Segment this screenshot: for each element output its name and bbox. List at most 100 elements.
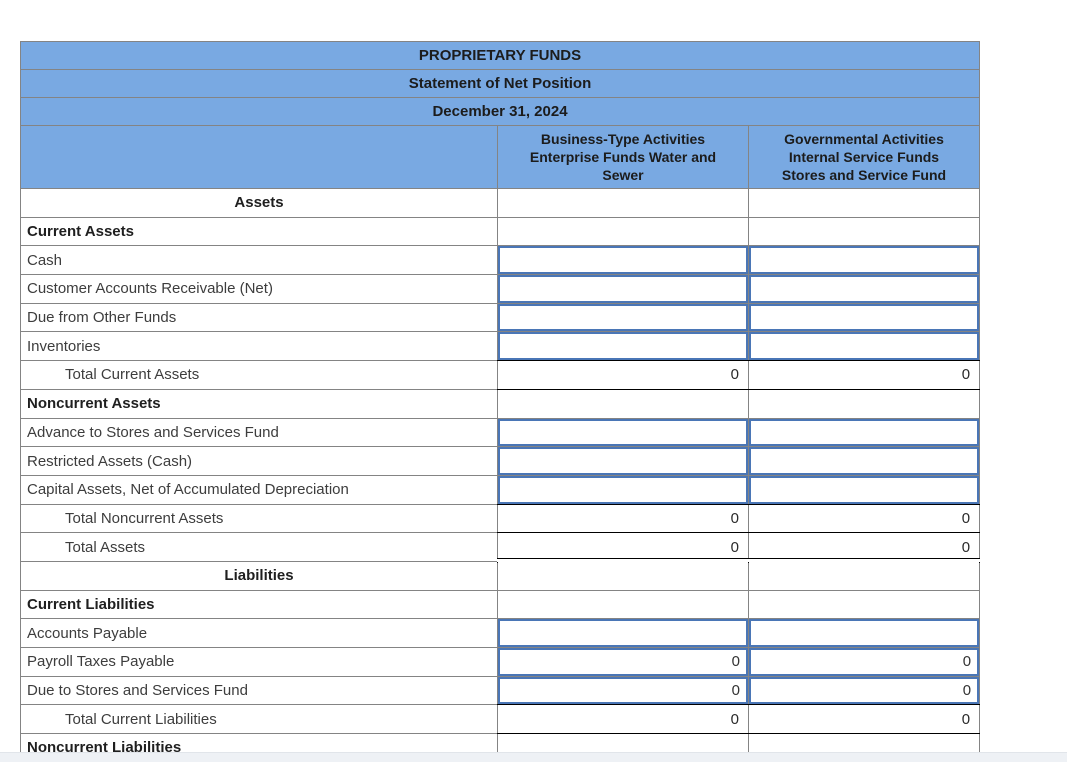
value-cell <box>497 560 749 591</box>
amount-input[interactable] <box>749 303 980 332</box>
value-cell: 0 <box>747 360 981 390</box>
value-cell: 0 <box>747 704 981 735</box>
table-row: Customer Accounts Receivable (Net) <box>20 274 981 304</box>
table-row: Total Current Assets 0 0 <box>20 360 981 390</box>
column-header-accounts <box>20 125 498 189</box>
table-row: Accounts Payable <box>20 618 981 648</box>
value-cell <box>747 274 981 304</box>
value-cell <box>497 618 749 648</box>
amount-input[interactable] <box>498 246 748 275</box>
value-cell <box>747 331 981 362</box>
value-cell: 0 <box>497 532 750 564</box>
row-label: Capital Assets, Net of Accumulated Depre… <box>20 474 498 505</box>
value-cell <box>497 331 749 362</box>
row-label: Due to Stores and Services Fund <box>20 675 498 706</box>
amount-input[interactable] <box>749 246 980 275</box>
amount-input[interactable] <box>749 447 980 475</box>
row-label: Current Assets <box>20 216 498 247</box>
row-label: Total Assets <box>20 532 498 562</box>
value-cell: 0 <box>497 360 750 390</box>
amount-input[interactable] <box>498 447 748 475</box>
row-label: Current Liabilities <box>20 589 498 620</box>
row-label: Customer Accounts Receivable (Net) <box>20 274 498 304</box>
table-row: Noncurrent Assets <box>20 388 981 419</box>
row-label: Due from Other Funds <box>20 302 498 333</box>
table-date: December 31, 2024 <box>19 97 981 126</box>
amount-input[interactable] <box>498 303 748 332</box>
table-row: Advance to Stores and Services Fund <box>20 417 981 448</box>
table-row: Restricted Assets (Cash) <box>20 446 981 476</box>
value-cell <box>747 618 981 648</box>
value-cell <box>497 274 749 304</box>
row-label: Assets <box>20 188 498 218</box>
value-cell: 0 <box>497 647 749 677</box>
table-row: Total Noncurrent Assets 0 0 <box>20 503 981 534</box>
amount-input[interactable] <box>749 418 980 447</box>
table-subtitle: Statement of Net Position <box>19 69 981 98</box>
row-label: Total Current Assets <box>20 360 498 390</box>
table-row: Payroll Taxes Payable 0 0 <box>20 647 981 677</box>
value-cell <box>497 589 749 620</box>
amount-input[interactable]: 0 <box>498 676 748 705</box>
table-title: PROPRIETARY FUNDS <box>19 41 981 70</box>
value-cell: 0 <box>497 503 750 534</box>
amount-input[interactable] <box>498 475 748 504</box>
statement-of-net-position-table: PROPRIETARY FUNDS Statement of Net Posit… <box>19 41 981 762</box>
value-cell <box>497 388 749 419</box>
value-cell <box>747 388 981 419</box>
table-row: Total Assets 0 0 <box>20 532 981 564</box>
row-label: Total Noncurrent Assets <box>20 503 498 534</box>
title-row: PROPRIETARY FUNDS <box>19 41 981 70</box>
value-cell: 0 <box>747 532 981 564</box>
row-label: Total Current Liabilities <box>20 704 498 735</box>
value-cell <box>747 446 981 476</box>
amount-input[interactable] <box>749 275 980 303</box>
amount-input[interactable]: 0 <box>749 676 980 705</box>
value-cell <box>497 216 749 247</box>
table-row: Assets <box>20 188 981 218</box>
value-cell: 0 <box>747 647 981 677</box>
value-cell: 0 <box>747 675 981 706</box>
row-label: Cash <box>20 245 498 276</box>
row-label: Accounts Payable <box>20 618 498 648</box>
subtitle-row: Statement of Net Position <box>19 69 981 98</box>
table-row: Liabilities <box>20 560 981 591</box>
table-row: Current Liabilities <box>20 589 981 620</box>
value-cell <box>497 188 749 218</box>
row-label: Advance to Stores and Services Fund <box>20 417 498 448</box>
row-label: Noncurrent Assets <box>20 388 498 419</box>
date-row: December 31, 2024 <box>19 97 981 126</box>
row-label: Payroll Taxes Payable <box>20 647 498 677</box>
table-row: Due to Stores and Services Fund 0 0 <box>20 675 981 706</box>
value-cell <box>747 589 981 620</box>
amount-input[interactable] <box>498 619 748 647</box>
value-cell <box>747 302 981 333</box>
amount-input[interactable] <box>498 418 748 447</box>
amount-input[interactable] <box>749 475 980 504</box>
amount-input[interactable] <box>498 332 748 361</box>
value-cell <box>497 474 749 505</box>
value-cell <box>497 245 749 276</box>
amount-input[interactable]: 0 <box>498 648 748 676</box>
value-cell: 0 <box>497 675 749 706</box>
value-cell: 0 <box>747 503 981 534</box>
amount-input[interactable] <box>498 275 748 303</box>
statement-table-container: PROPRIETARY FUNDS Statement of Net Posit… <box>19 41 981 762</box>
value-cell <box>497 302 749 333</box>
column-header-row: Business-Type Activities Enterprise Fund… <box>20 125 981 189</box>
table-row: Inventories <box>20 331 981 362</box>
amount-input[interactable]: 0 <box>749 648 980 676</box>
value-cell <box>747 245 981 276</box>
amount-input[interactable] <box>749 619 980 647</box>
value-cell <box>747 474 981 505</box>
table-row: Due from Other Funds <box>20 302 981 333</box>
column-header-governmental: Governmental Activities Internal Service… <box>747 125 981 189</box>
row-label: Restricted Assets (Cash) <box>20 446 498 476</box>
value-cell <box>747 216 981 247</box>
row-label: Liabilities <box>20 560 498 591</box>
viewport-bottom-band <box>0 752 1067 762</box>
table-row: Total Current Liabilities 0 0 <box>20 704 981 735</box>
amount-input[interactable] <box>749 332 980 361</box>
table-row: Cash <box>20 245 981 276</box>
